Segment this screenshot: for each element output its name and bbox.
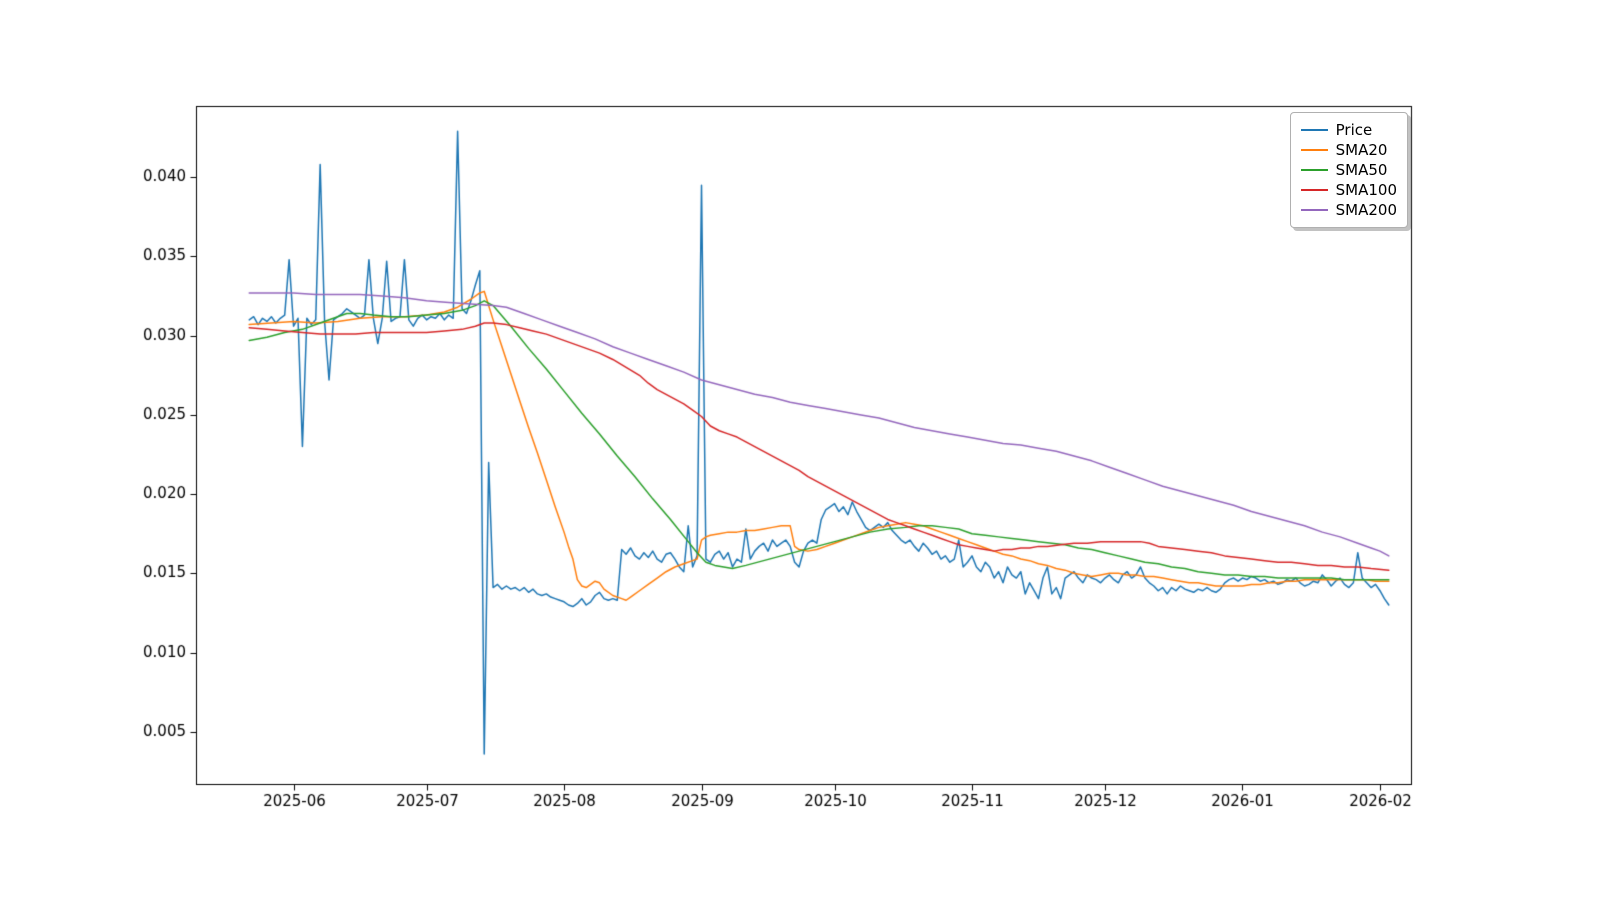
sma20-line-swatch (1300, 149, 1328, 151)
legend-item-sma100: SMA100 (1300, 180, 1397, 200)
sma50-line-swatch (1300, 169, 1328, 171)
legend-label-price: Price (1335, 121, 1373, 139)
legend-label-sma200: SMA200 (1335, 201, 1397, 219)
legend-label-sma50: SMA50 (1335, 161, 1388, 179)
legend: Price SMA20 SMA50 SMA100 SMA200 (1289, 112, 1408, 228)
price-line-swatch (1300, 129, 1328, 131)
legend-item-price: Price (1300, 120, 1397, 140)
sma200-line-swatch (1300, 209, 1328, 211)
legend-label-sma20: SMA20 (1335, 141, 1388, 159)
legend-item-sma20: SMA20 (1300, 140, 1397, 160)
legend-item-sma200: SMA200 (1300, 200, 1397, 220)
sma100-line-swatch (1300, 189, 1328, 191)
legend-item-sma50: SMA50 (1300, 160, 1397, 180)
legend-label-sma100: SMA100 (1335, 181, 1397, 199)
